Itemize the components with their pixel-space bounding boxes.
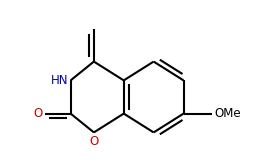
- Text: O: O: [33, 107, 43, 120]
- Text: HN: HN: [50, 74, 68, 87]
- Text: O: O: [89, 135, 98, 148]
- Text: OMe: OMe: [215, 107, 241, 120]
